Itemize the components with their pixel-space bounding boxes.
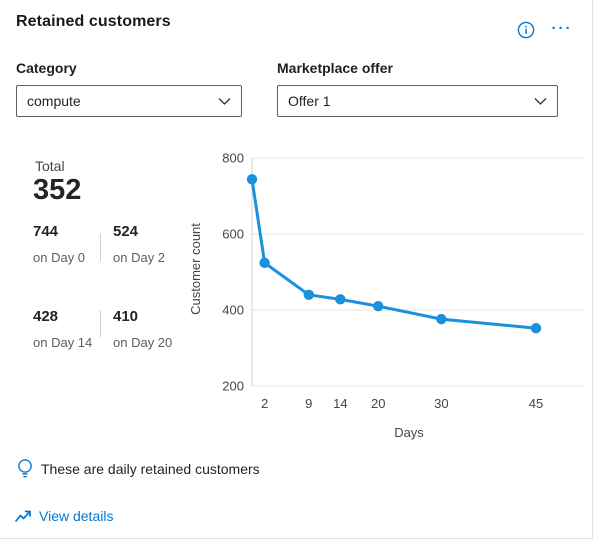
x-tick-label: 14 [333, 396, 347, 411]
retention-line-chart: 200 400 600 800 2 9 14 20 30 45 Customer count Days [190, 145, 595, 445]
category-label: Category [16, 60, 77, 76]
more-options-button[interactable]: ··· [549, 21, 575, 37]
x-tick-label: 45 [529, 396, 543, 411]
marketplace-offer-label: Marketplace offer [277, 60, 393, 76]
x-tick-label: 9 [305, 396, 312, 411]
category-selected-value: compute [27, 93, 81, 109]
y-tick-label: 800 [222, 151, 244, 166]
data-point[interactable] [373, 301, 384, 312]
marketplace-offer-selected-value: Offer 1 [288, 93, 331, 109]
stat-value-day0: 744 [33, 223, 59, 240]
x-tick-label: 30 [434, 396, 448, 411]
data-point[interactable] [530, 323, 542, 334]
marketplace-offer-select[interactable]: Offer 1 [277, 85, 558, 117]
tip-row: These are daily retained customers [16, 458, 260, 480]
chevron-down-icon [218, 97, 231, 105]
chevron-down-icon [534, 97, 547, 105]
stat-divider [100, 234, 101, 261]
stat-value-day20: 410 [113, 308, 139, 325]
card-right-border [592, 0, 593, 539]
category-select[interactable]: compute [16, 85, 242, 117]
data-point[interactable] [259, 257, 270, 269]
stat-caption-day14: on Day 14 [33, 335, 93, 350]
tip-text: These are daily retained customers [41, 461, 260, 477]
y-axis-title: Customer count [190, 223, 203, 315]
x-tick-label: 2 [261, 396, 268, 411]
stat-value-day14: 428 [33, 308, 59, 325]
data-point[interactable] [303, 289, 314, 300]
info-icon [517, 21, 535, 39]
data-point[interactable] [335, 294, 346, 305]
data-point[interactable] [436, 313, 447, 325]
card-bottom-border [0, 538, 593, 539]
total-value: 352 [33, 174, 82, 206]
data-point[interactable] [246, 174, 258, 185]
page-title: Retained customers [16, 13, 171, 30]
info-button[interactable] [517, 21, 535, 39]
stat-caption-day20: on Day 20 [113, 335, 173, 350]
view-details-label: View details [39, 508, 114, 524]
stat-caption-day2: on Day 2 [113, 250, 166, 265]
y-tick-label: 400 [222, 303, 244, 318]
retention-line [250, 177, 538, 330]
trend-up-icon [15, 510, 31, 522]
total-label: Total [35, 158, 65, 174]
stat-divider [100, 310, 101, 337]
x-axis-title: Days [394, 425, 424, 440]
stat-value-day2: 524 [113, 223, 139, 240]
y-tick-label: 200 [222, 379, 244, 394]
lightbulb-icon [18, 459, 32, 478]
stat-caption-day0: on Day 0 [33, 250, 86, 265]
x-tick-label: 20 [371, 396, 385, 411]
y-tick-label: 600 [222, 227, 244, 242]
view-details-link[interactable]: View details [15, 508, 113, 524]
